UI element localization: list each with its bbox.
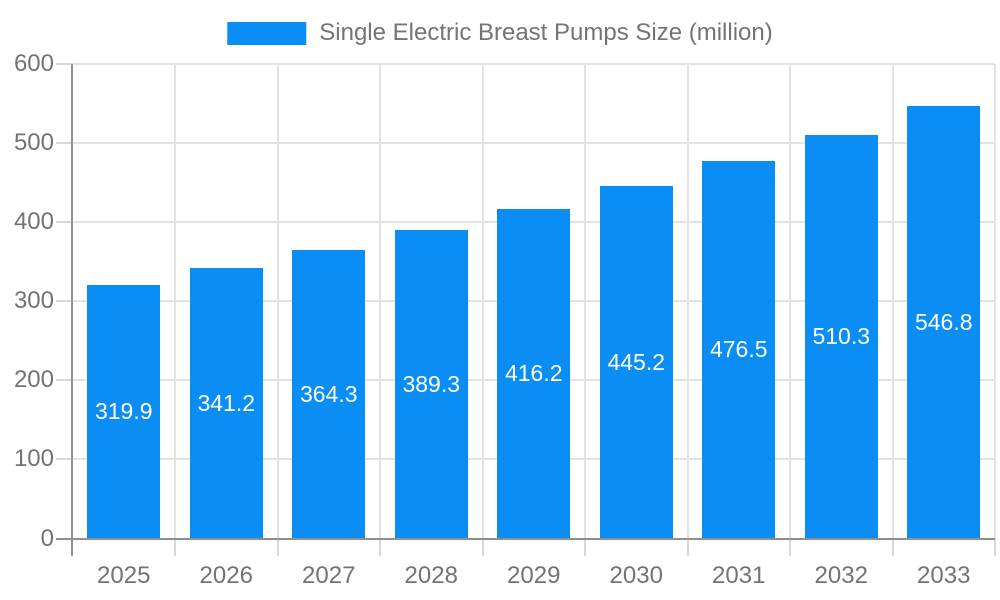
bar: 364.3 [292,250,366,539]
y-axis-tick [55,220,73,223]
x-tick-label: 2026 [199,561,253,589]
x-gridline [174,63,176,539]
bar-value-label: 476.5 [709,336,768,363]
x-tick-label: 2025 [97,561,151,589]
x-axis-tick [686,538,689,556]
y-tick-label: 200 [13,366,54,394]
y-tick-label: 400 [13,207,54,235]
x-gridline [584,63,586,539]
x-axis-line [55,537,995,540]
bar: 416.2 [497,209,571,539]
y-gridline [72,141,995,144]
y-tick-label: 300 [13,287,54,314]
bar-value-label: 319.9 [94,398,153,425]
x-axis-tick [379,538,381,556]
legend-label: Single Electric Breast Pumps Size (milli… [319,19,773,46]
x-axis-tick [174,538,176,556]
bar-value-label: 445.2 [607,348,666,375]
x-tick-label: 2033 [917,561,971,589]
x-tick-label: 2032 [814,561,868,589]
y-axis-line [71,63,73,556]
bar-value-label: 341.2 [197,389,256,416]
x-tick-label: 2031 [712,561,766,589]
bar-value-label: 546.8 [914,308,973,335]
bar: 319.9 [87,285,161,539]
x-gridline [276,63,279,539]
x-gridline [891,63,894,539]
x-axis-tick [994,538,996,556]
x-tick-label: 2028 [404,561,458,589]
x-axis-tick [481,538,484,556]
y-axis-tick [55,300,73,302]
x-gridline [789,63,791,539]
y-axis-tick [55,141,73,144]
legend-item[interactable]: Single Electric Breast Pumps Size (milli… [227,19,773,47]
bar: 389.3 [394,230,468,539]
x-axis-tick [789,538,791,556]
x-gridline [481,63,484,539]
y-gridline [72,62,995,65]
bar: 546.8 [907,105,981,539]
bar-value-label: 416.2 [504,360,563,387]
y-axis-tick [55,379,73,382]
y-tick-label: 600 [13,49,54,77]
y-tick-label: 500 [13,128,54,156]
x-tick-label: 2027 [302,561,356,589]
bar-value-label: 364.3 [299,380,358,407]
bar-value-label: 510.3 [812,322,871,349]
bar-value-label: 389.3 [402,370,461,397]
x-axis-tick [584,538,586,556]
bar: 476.5 [702,161,776,539]
bar: 341.2 [189,268,263,539]
legend-swatch [227,21,307,45]
x-gridline [686,63,689,539]
y-tick-label: 100 [13,445,54,473]
bar: 510.3 [804,134,878,539]
y-tick-label: 0 [40,524,54,552]
y-axis-tick [55,62,73,65]
x-tick-label: 2029 [507,561,561,589]
x-tick-label: 2030 [609,561,663,589]
x-gridline [994,63,996,539]
x-axis-tick [891,538,894,556]
x-gridline [379,63,381,539]
bar: 445.2 [599,186,673,539]
x-axis-tick [276,538,279,556]
y-axis-tick [55,458,73,461]
